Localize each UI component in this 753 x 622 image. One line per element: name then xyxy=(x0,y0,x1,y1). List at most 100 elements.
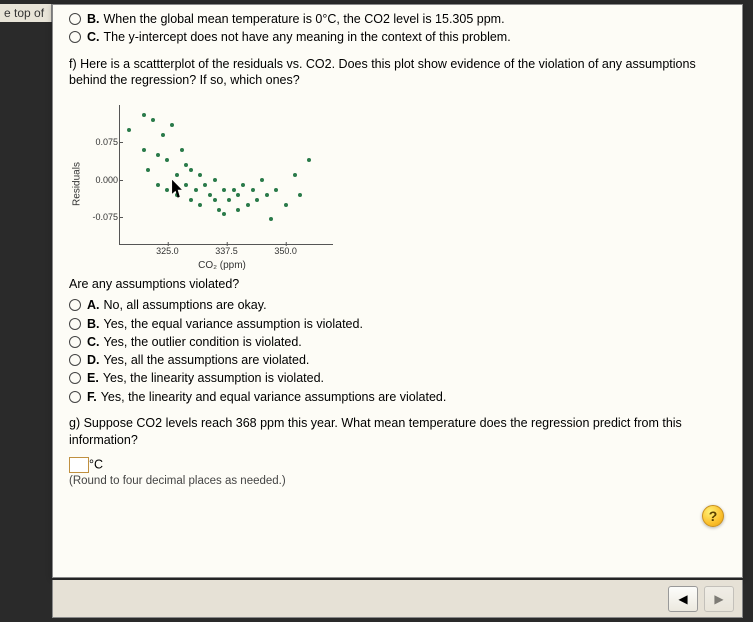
option-letter: D. xyxy=(87,353,100,367)
data-point xyxy=(142,148,146,152)
question-g-text: g) Suppose CO2 levels reach 368 ppm this… xyxy=(69,415,726,449)
temperature-input[interactable] xyxy=(69,457,89,473)
data-point xyxy=(175,173,179,177)
option-letter: C. xyxy=(87,30,100,44)
question-panel: B. When the global mean temperature is 0°… xyxy=(52,4,743,578)
data-point xyxy=(189,198,193,202)
question-f-text: f) Here is a scattterplot of the residua… xyxy=(69,56,726,90)
sub-question-text: Are any assumptions violated? xyxy=(69,277,726,291)
radio-answer-C[interactable] xyxy=(69,336,81,348)
answer-input-row: °C xyxy=(69,457,726,473)
radio-answer-D[interactable] xyxy=(69,354,81,366)
option-label: Yes, the linearity assumption is violate… xyxy=(103,371,324,385)
data-point xyxy=(213,178,217,182)
data-point xyxy=(198,173,202,177)
option-label: Yes, the outlier condition is violated. xyxy=(104,335,302,349)
answer-text: F. Yes, the linearity and equal variance … xyxy=(87,389,446,405)
data-point xyxy=(293,173,297,177)
radio-answer-A[interactable] xyxy=(69,299,81,311)
option-label: Yes, the linearity and equal variance as… xyxy=(101,390,447,404)
data-point xyxy=(203,183,207,187)
data-point xyxy=(127,128,131,132)
answer-option-row: B. Yes, the equal variance assumption is … xyxy=(69,316,726,332)
radio-answer-F[interactable] xyxy=(69,391,81,403)
ytick-label: 0.000 xyxy=(84,175,118,185)
data-point xyxy=(251,188,255,192)
unit-label: °C xyxy=(89,457,103,471)
data-point xyxy=(165,158,169,162)
data-point xyxy=(180,148,184,152)
option-label: The y-intercept does not have any meanin… xyxy=(104,30,511,44)
answer-text: A. No, all assumptions are okay. xyxy=(87,297,267,313)
prev-button[interactable]: ◀ xyxy=(668,586,698,612)
data-point xyxy=(255,198,259,202)
data-point xyxy=(194,188,198,192)
answer-option-row: C.Yes, the outlier condition is violated… xyxy=(69,334,726,350)
option-label: When the global mean temperature is 0°C,… xyxy=(104,12,505,26)
data-point xyxy=(213,198,217,202)
answer-text: C.Yes, the outlier condition is violated… xyxy=(87,334,302,350)
answer-text: B. Yes, the equal variance assumption is … xyxy=(87,316,363,332)
left-tab-fragment: e top of xyxy=(0,4,52,22)
xtick-label: 325.0 xyxy=(156,246,179,256)
data-point xyxy=(298,193,302,197)
data-point xyxy=(142,113,146,117)
data-point xyxy=(232,188,236,192)
plot-area: 0.0750.000-0.075325.0337.5350.0 xyxy=(119,105,333,245)
answer-options-list: A. No, all assumptions are okay. B. Yes, th… xyxy=(69,297,726,405)
data-point xyxy=(307,158,311,162)
ytick-label: -0.075 xyxy=(84,212,118,222)
residuals-scatterplot: Residuals 0.0750.000-0.075325.0337.5350.… xyxy=(79,99,339,269)
option-b-row: B. When the global mean temperature is 0°… xyxy=(69,11,726,27)
bottom-nav-bar: ◀ ▶ xyxy=(52,580,743,618)
data-point xyxy=(284,203,288,207)
option-letter: A. xyxy=(87,298,100,312)
option-label: Yes, the equal variance assumption is vi… xyxy=(104,317,363,331)
data-point xyxy=(222,188,226,192)
data-point xyxy=(269,217,273,221)
option-label: Yes, all the assumptions are violated. xyxy=(104,353,310,367)
answer-text: D. Yes, all the assumptions are violated. xyxy=(87,352,309,368)
data-point xyxy=(241,183,245,187)
answer-option-row: E.Yes, the linearity assumption is viola… xyxy=(69,370,726,386)
xtick-label: 337.5 xyxy=(215,246,238,256)
data-point xyxy=(165,188,169,192)
radio-option-c[interactable] xyxy=(69,31,81,43)
data-point xyxy=(217,208,221,212)
data-point xyxy=(184,183,188,187)
data-point xyxy=(151,118,155,122)
option-letter: B. xyxy=(87,12,100,26)
xtick-label: 350.0 xyxy=(274,246,297,256)
data-point xyxy=(274,188,278,192)
option-text: C. The y-intercept does not have any mean… xyxy=(87,29,511,45)
data-point xyxy=(265,193,269,197)
data-point xyxy=(208,193,212,197)
data-point xyxy=(222,212,226,216)
data-point xyxy=(227,198,231,202)
ytick-label: 0.075 xyxy=(84,137,118,147)
option-letter: F. xyxy=(87,390,97,404)
data-point xyxy=(156,183,160,187)
option-letter: B. xyxy=(87,317,100,331)
data-point xyxy=(184,163,188,167)
radio-answer-B[interactable] xyxy=(69,318,81,330)
data-point xyxy=(170,123,174,127)
answer-option-row: D. Yes, all the assumptions are violated. xyxy=(69,352,726,368)
radio-option-b[interactable] xyxy=(69,13,81,25)
round-hint: (Round to four decimal places as needed.… xyxy=(69,475,726,487)
radio-answer-E[interactable] xyxy=(69,372,81,384)
data-point xyxy=(146,168,150,172)
option-label: No, all assumptions are okay. xyxy=(104,298,267,312)
answer-option-row: F. Yes, the linearity and equal variance … xyxy=(69,389,726,405)
help-button[interactable]: ? xyxy=(702,505,724,527)
data-point xyxy=(260,178,264,182)
next-button[interactable]: ▶ xyxy=(704,586,734,612)
answer-option-row: A. No, all assumptions are okay. xyxy=(69,297,726,313)
answer-text: E.Yes, the linearity assumption is viola… xyxy=(87,370,324,386)
option-c-row: C. The y-intercept does not have any mean… xyxy=(69,29,726,45)
chart-xlabel: CO₂ (ppm) xyxy=(198,260,246,271)
data-point xyxy=(236,193,240,197)
data-point xyxy=(161,133,165,137)
data-point xyxy=(189,168,193,172)
data-point xyxy=(156,153,160,157)
